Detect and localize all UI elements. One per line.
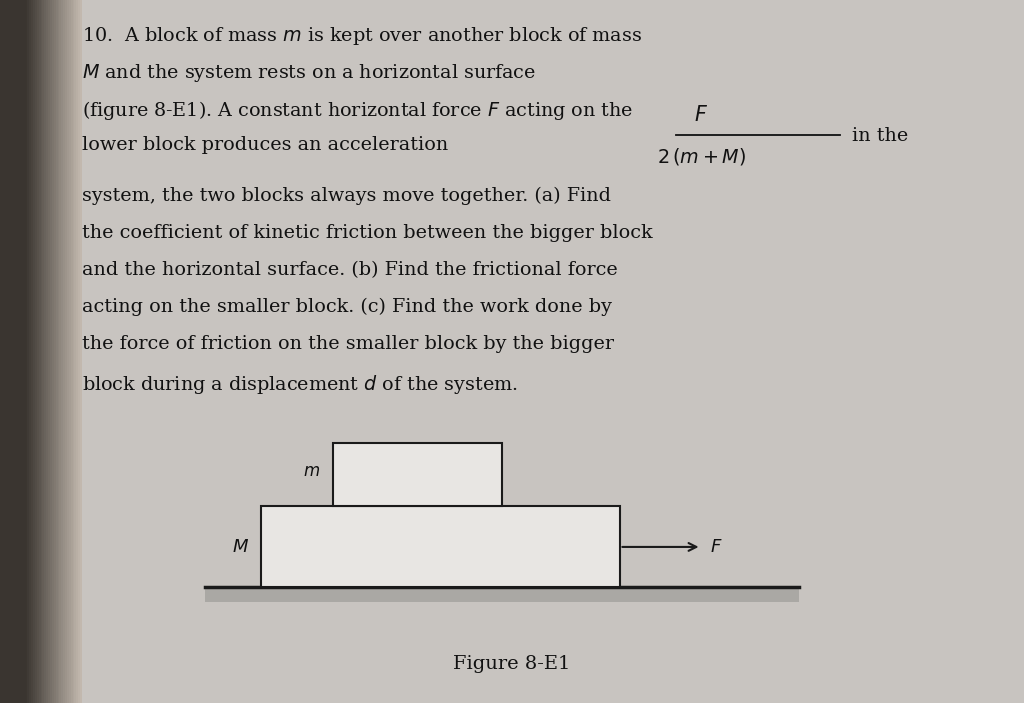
Bar bbox=[32, 0, 33, 703]
Text: $M$: $M$ bbox=[231, 538, 249, 556]
Bar bbox=[59, 0, 61, 703]
Bar bbox=[333, 443, 502, 506]
Bar bbox=[70, 0, 72, 703]
Bar bbox=[25, 0, 27, 703]
Text: 10.  A block of mass $m$ is kept over another block of mass: 10. A block of mass $m$ is kept over ano… bbox=[82, 25, 642, 46]
Bar bbox=[48, 0, 50, 703]
Text: $2\,(m+M)$: $2\,(m+M)$ bbox=[656, 146, 746, 167]
Bar bbox=[43, 0, 44, 703]
Bar bbox=[19, 0, 22, 703]
Bar bbox=[55, 0, 57, 703]
Bar bbox=[57, 0, 59, 703]
Text: the coefficient of kinetic friction between the bigger block: the coefficient of kinetic friction betw… bbox=[82, 224, 652, 242]
Bar bbox=[45, 0, 47, 703]
Text: $m$: $m$ bbox=[303, 463, 321, 479]
Bar bbox=[10, 0, 12, 703]
Text: the force of friction on the smaller block by the bigger: the force of friction on the smaller blo… bbox=[82, 335, 614, 354]
Bar bbox=[33, 0, 34, 703]
Text: block during a displacement $d$ of the system.: block during a displacement $d$ of the s… bbox=[82, 373, 518, 396]
Text: and the horizontal surface. (b) Find the frictional force: and the horizontal surface. (b) Find the… bbox=[82, 261, 617, 279]
Bar bbox=[22, 0, 24, 703]
Bar bbox=[61, 0, 62, 703]
Text: in the: in the bbox=[852, 127, 908, 146]
Bar bbox=[80, 0, 82, 703]
Bar bbox=[37, 0, 39, 703]
Text: $M$ and the system rests on a horizontal surface: $M$ and the system rests on a horizontal… bbox=[82, 62, 536, 84]
Bar bbox=[67, 0, 69, 703]
Bar bbox=[5, 0, 7, 703]
Bar bbox=[41, 0, 43, 703]
Bar bbox=[40, 0, 41, 703]
Bar bbox=[67, 0, 69, 703]
Bar bbox=[4, 0, 5, 703]
Bar bbox=[2, 0, 4, 703]
Bar bbox=[205, 587, 799, 602]
Bar bbox=[9, 0, 10, 703]
Bar bbox=[31, 0, 33, 703]
Bar bbox=[52, 0, 53, 703]
Bar bbox=[55, 0, 57, 703]
Bar bbox=[261, 506, 620, 587]
Bar bbox=[69, 0, 71, 703]
Bar bbox=[50, 0, 52, 703]
Text: system, the two blocks always move together. (a) Find: system, the two blocks always move toget… bbox=[82, 186, 611, 205]
Bar bbox=[24, 0, 26, 703]
Bar bbox=[30, 0, 31, 703]
Bar bbox=[41, 0, 43, 703]
Bar bbox=[50, 0, 52, 703]
Bar bbox=[0, 0, 2, 703]
Bar bbox=[46, 0, 48, 703]
Bar bbox=[39, 0, 41, 703]
Bar bbox=[62, 0, 65, 703]
Bar bbox=[0, 0, 26, 703]
Bar bbox=[57, 0, 59, 703]
Bar bbox=[26, 0, 28, 703]
Bar bbox=[63, 0, 66, 703]
Bar bbox=[73, 0, 75, 703]
Bar bbox=[35, 0, 37, 703]
Bar bbox=[71, 0, 73, 703]
Bar bbox=[54, 0, 55, 703]
Bar bbox=[44, 0, 46, 703]
Bar bbox=[29, 0, 31, 703]
Bar bbox=[28, 0, 30, 703]
Text: $F$: $F$ bbox=[710, 538, 722, 556]
Bar bbox=[48, 0, 50, 703]
Bar bbox=[38, 0, 40, 703]
Bar bbox=[7, 0, 9, 703]
Bar bbox=[47, 0, 48, 703]
Bar bbox=[33, 0, 35, 703]
Text: lower block produces an acceleration: lower block produces an acceleration bbox=[82, 136, 449, 155]
Bar bbox=[78, 0, 80, 703]
Bar bbox=[43, 0, 45, 703]
Bar bbox=[75, 0, 77, 703]
Bar bbox=[36, 0, 38, 703]
Text: $F$: $F$ bbox=[694, 105, 709, 125]
Bar bbox=[66, 0, 67, 703]
Bar bbox=[18, 0, 19, 703]
Text: acting on the smaller block. (c) Find the work done by: acting on the smaller block. (c) Find th… bbox=[82, 298, 611, 316]
Bar bbox=[65, 0, 67, 703]
Bar bbox=[61, 0, 63, 703]
Bar bbox=[16, 0, 18, 703]
Bar bbox=[12, 0, 14, 703]
Text: Figure 8-E1: Figure 8-E1 bbox=[454, 655, 570, 673]
Text: (figure 8-E1). A constant horizontal force $F$ acting on the: (figure 8-E1). A constant horizontal for… bbox=[82, 99, 633, 122]
Bar bbox=[54, 0, 55, 703]
Bar bbox=[52, 0, 54, 703]
Bar bbox=[34, 0, 36, 703]
Bar bbox=[77, 0, 78, 703]
Bar bbox=[68, 0, 70, 703]
Bar bbox=[27, 0, 29, 703]
Bar bbox=[59, 0, 61, 703]
Bar bbox=[14, 0, 16, 703]
